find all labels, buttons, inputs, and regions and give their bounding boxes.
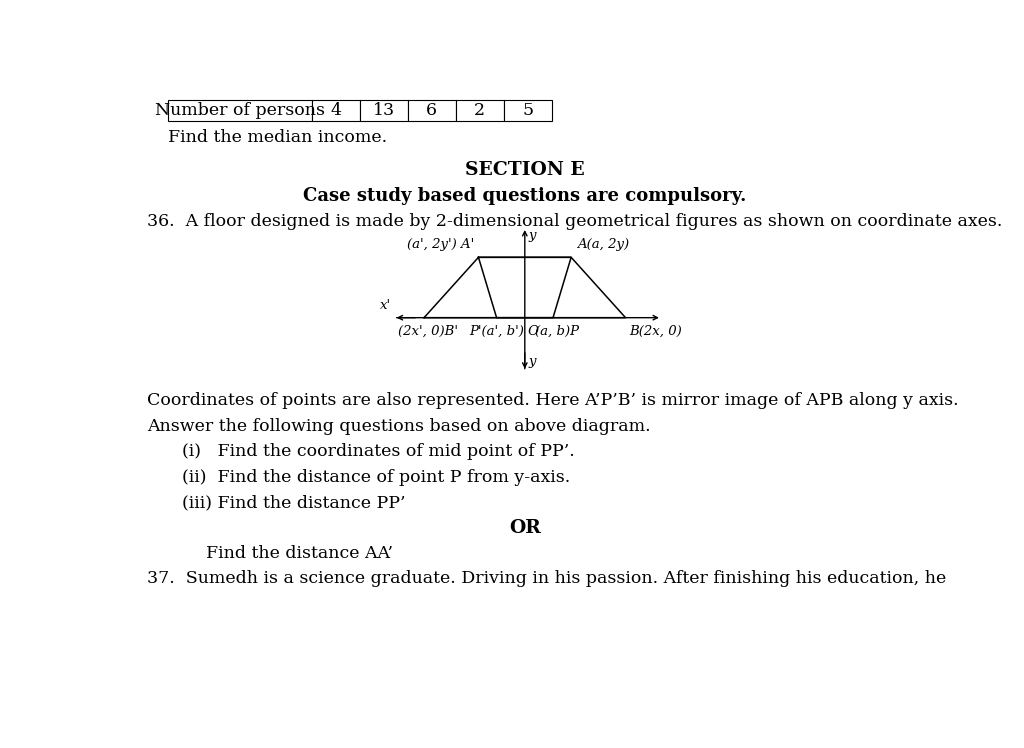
Bar <box>456 99 504 121</box>
Text: Coordinates of points are also represented. Here A’P’B’ is mirror image of APB a: Coordinates of points are also represent… <box>147 393 959 409</box>
Bar <box>504 99 552 121</box>
Text: P'(a', b') O: P'(a', b') O <box>469 325 540 337</box>
Text: (iii) Find the distance PP’: (iii) Find the distance PP’ <box>182 494 406 511</box>
Text: x': x' <box>380 298 391 311</box>
Text: (ii)  Find the distance of point P from y-axis.: (ii) Find the distance of point P from y… <box>182 468 570 485</box>
Text: Case study based questions are compulsory.: Case study based questions are compulsor… <box>303 187 746 205</box>
Text: Find the distance AA’: Find the distance AA’ <box>206 545 392 562</box>
Text: y: y <box>528 355 537 368</box>
Bar <box>408 99 456 121</box>
Text: 36.  A floor designed is made by 2-dimensional geometrical figures as shown on c: 36. A floor designed is made by 2-dimens… <box>147 213 1002 230</box>
Bar <box>311 99 359 121</box>
Text: B(2x, 0): B(2x, 0) <box>630 325 682 337</box>
Bar <box>168 99 311 121</box>
Text: Answer the following questions based on above diagram.: Answer the following questions based on … <box>147 418 651 435</box>
Bar <box>359 99 408 121</box>
Text: SECTION E: SECTION E <box>465 162 585 180</box>
Text: (i)   Find the coordinates of mid point of PP’.: (i) Find the coordinates of mid point of… <box>182 443 575 460</box>
Text: A(a, 2y): A(a, 2y) <box>578 238 630 251</box>
Text: (a', 2y') A': (a', 2y') A' <box>408 238 474 251</box>
Text: 5: 5 <box>522 102 534 119</box>
Text: Number of persons: Number of persons <box>155 102 325 119</box>
Text: 6: 6 <box>426 102 437 119</box>
Text: 13: 13 <box>373 102 395 119</box>
Text: OR: OR <box>509 519 541 537</box>
Text: 37.  Sumedh is a science graduate. Driving in his passion. After finishing his e: 37. Sumedh is a science graduate. Drivin… <box>147 570 946 587</box>
Text: Find the median income.: Find the median income. <box>168 129 387 146</box>
Text: 4: 4 <box>330 102 341 119</box>
Text: y: y <box>528 229 537 242</box>
Text: (a, b)P: (a, b)P <box>535 325 579 337</box>
Text: 2: 2 <box>474 102 485 119</box>
Text: (2x', 0)B': (2x', 0)B' <box>398 325 458 337</box>
